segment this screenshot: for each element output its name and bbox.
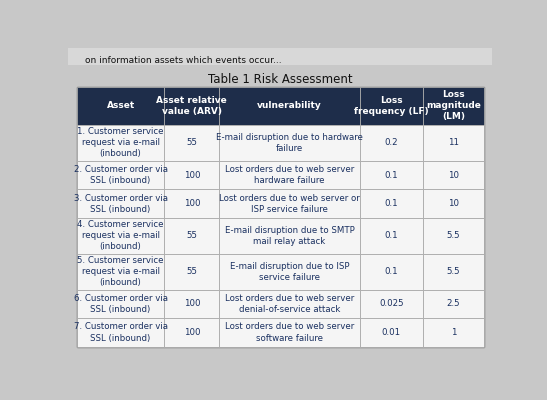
Bar	[423, 254, 484, 290]
Bar	[164, 254, 219, 290]
Bar	[219, 218, 360, 254]
Text: 55: 55	[187, 231, 197, 240]
Text: 5.5: 5.5	[446, 267, 460, 276]
Text: 7. Customer order via
SSL (inbound): 7. Customer order via SSL (inbound)	[74, 322, 167, 342]
Text: 5. Customer service
request via e-mail
(inbound): 5. Customer service request via e-mail (…	[77, 256, 164, 287]
Bar	[164, 161, 219, 189]
Bar	[77, 86, 484, 347]
Bar	[360, 125, 423, 161]
Text: E-mail disruption due to hardware
failure: E-mail disruption due to hardware failur…	[216, 133, 363, 153]
Bar	[423, 318, 484, 347]
Text: 0.1: 0.1	[385, 267, 398, 276]
Bar	[219, 254, 360, 290]
Bar	[68, 48, 492, 65]
Text: 0.1: 0.1	[385, 199, 398, 208]
Bar	[164, 86, 219, 125]
Bar	[219, 290, 360, 318]
Text: 11: 11	[448, 138, 459, 147]
Text: 0.01: 0.01	[382, 328, 401, 337]
Bar	[423, 218, 484, 254]
Text: 100: 100	[184, 199, 200, 208]
Text: Lost orders due to web server or
ISP service failure: Lost orders due to web server or ISP ser…	[219, 194, 360, 214]
Bar	[77, 189, 164, 218]
Text: 55: 55	[187, 267, 197, 276]
Text: 5.5: 5.5	[446, 231, 460, 240]
Text: E-mail disruption due to ISP
service failure: E-mail disruption due to ISP service fai…	[230, 262, 349, 282]
Text: Table 1 Risk Assessment: Table 1 Risk Assessment	[208, 73, 353, 86]
Text: 1. Customer service
request via e-mail
(inbound): 1. Customer service request via e-mail (…	[77, 127, 164, 158]
Text: vulnerability: vulnerability	[257, 101, 322, 110]
Text: 0.1: 0.1	[385, 231, 398, 240]
Bar	[219, 86, 360, 125]
Bar	[423, 86, 484, 125]
Text: 100: 100	[184, 299, 200, 308]
Text: 3. Customer order via
SSL (inbound): 3. Customer order via SSL (inbound)	[74, 194, 167, 214]
Bar	[219, 189, 360, 218]
Bar	[423, 189, 484, 218]
Bar	[219, 318, 360, 347]
Bar	[164, 125, 219, 161]
Bar	[164, 290, 219, 318]
Text: Loss
frequency (LF): Loss frequency (LF)	[354, 96, 428, 116]
Text: Lost orders due to web server
hardware failure: Lost orders due to web server hardware f…	[225, 165, 354, 185]
Text: 0.1: 0.1	[385, 170, 398, 180]
Text: 0.025: 0.025	[379, 299, 404, 308]
Text: 1: 1	[451, 328, 456, 337]
Bar	[77, 318, 164, 347]
Bar	[164, 189, 219, 218]
Bar	[77, 218, 164, 254]
Bar	[360, 86, 423, 125]
Text: 2.5: 2.5	[446, 299, 460, 308]
Bar	[423, 125, 484, 161]
Text: Asset: Asset	[107, 101, 135, 110]
Text: 10: 10	[448, 170, 459, 180]
Text: 10: 10	[448, 199, 459, 208]
Bar	[164, 318, 219, 347]
Text: 100: 100	[184, 170, 200, 180]
Text: E-mail disruption due to SMTP
mail relay attack: E-mail disruption due to SMTP mail relay…	[225, 226, 354, 246]
Bar	[77, 290, 164, 318]
Bar	[423, 290, 484, 318]
Text: 4. Customer service
request via e-mail
(inbound): 4. Customer service request via e-mail (…	[77, 220, 164, 252]
Text: 55: 55	[187, 138, 197, 147]
Bar	[164, 218, 219, 254]
Bar	[219, 125, 360, 161]
Text: Lost orders due to web server
denial-of-service attack: Lost orders due to web server denial-of-…	[225, 294, 354, 314]
Text: Loss
magnitude
(LM): Loss magnitude (LM)	[426, 90, 481, 121]
Bar	[360, 254, 423, 290]
Bar	[360, 318, 423, 347]
Text: on information assets which events occur...: on information assets which events occur…	[85, 56, 282, 65]
Text: 0.2: 0.2	[385, 138, 398, 147]
Bar	[360, 218, 423, 254]
Text: 100: 100	[184, 328, 200, 337]
Bar	[360, 290, 423, 318]
Bar	[77, 161, 164, 189]
Bar	[360, 189, 423, 218]
Bar	[77, 254, 164, 290]
Bar	[77, 86, 164, 125]
Text: Asset relative
value (ARV): Asset relative value (ARV)	[156, 96, 227, 116]
Bar	[360, 161, 423, 189]
Bar	[77, 125, 164, 161]
Bar	[219, 161, 360, 189]
Text: 6. Customer order via
SSL (inbound): 6. Customer order via SSL (inbound)	[74, 294, 167, 314]
Text: 2. Customer order via
SSL (inbound): 2. Customer order via SSL (inbound)	[74, 165, 167, 185]
Bar	[423, 161, 484, 189]
Text: Lost orders due to web server
software failure: Lost orders due to web server software f…	[225, 322, 354, 342]
